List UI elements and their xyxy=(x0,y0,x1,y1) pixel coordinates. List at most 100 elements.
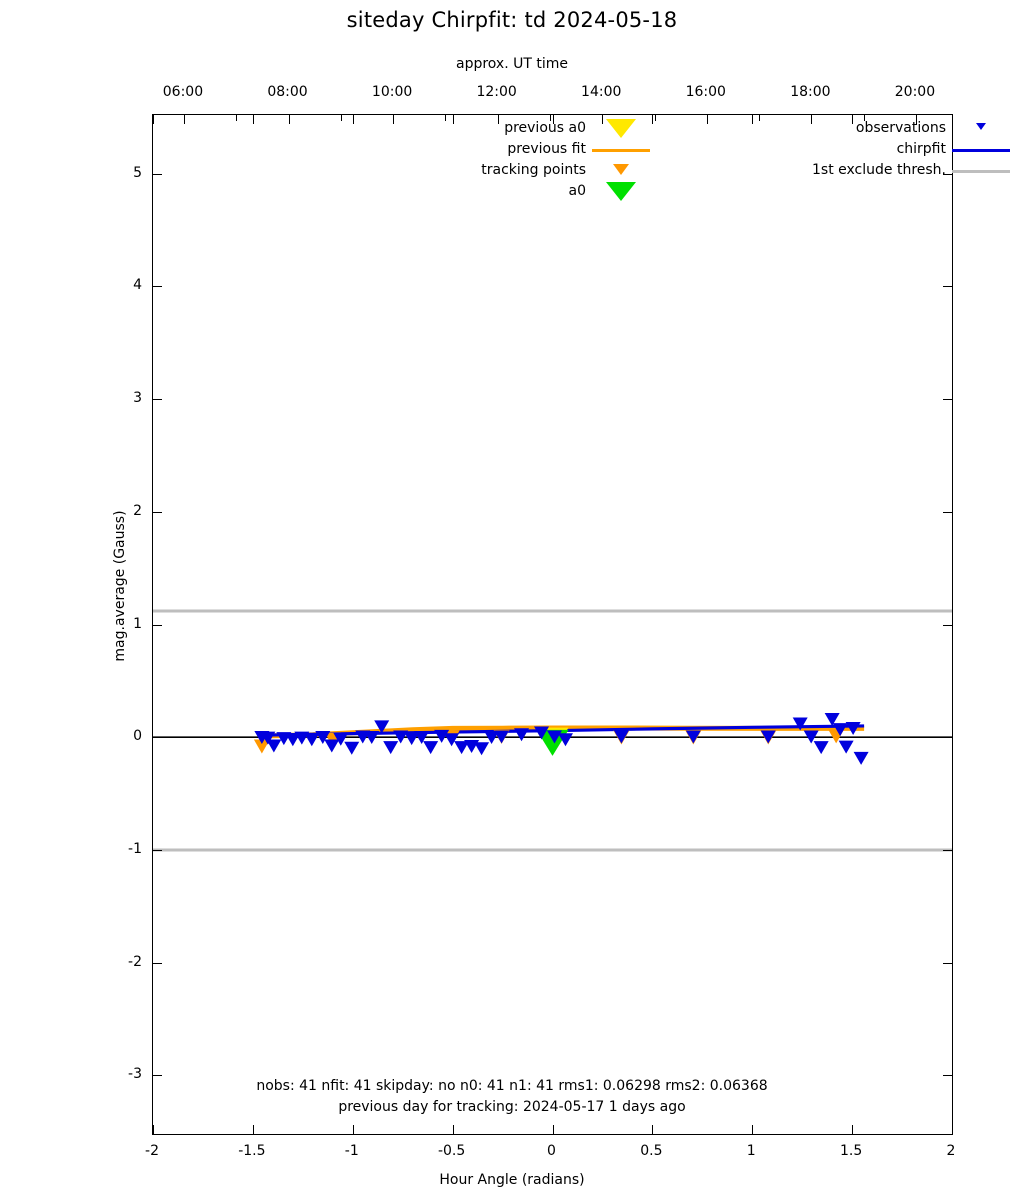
legend-label: 1st exclude thresh. xyxy=(812,162,946,178)
y-axis-label: mag.average (Gauss) xyxy=(112,510,128,662)
observation-point xyxy=(304,733,320,747)
top-hour-tick-major-0 xyxy=(183,115,185,124)
observation-point xyxy=(324,739,340,753)
y-tick-right-1 xyxy=(943,286,952,288)
observation-point xyxy=(760,730,776,744)
legend-label: a0 xyxy=(568,183,587,199)
legend-triangle-swatch xyxy=(606,119,636,138)
legend-item: tracking points xyxy=(152,160,953,181)
y-tick-label-8: -3 xyxy=(128,1066,142,1083)
x-tick-major-1 xyxy=(252,1125,254,1134)
legend-marker xyxy=(590,139,652,160)
plot-graphics xyxy=(153,609,952,852)
observation-point xyxy=(315,731,331,745)
top-tick-label-3: 12:00 xyxy=(476,84,517,100)
top-hour-tick-minor-4 xyxy=(654,115,656,121)
top-tick-label-6: 18:00 xyxy=(790,84,831,100)
observation-point xyxy=(534,726,550,740)
stats-line-1: nobs: 41 nfit: 41 skipday: no n0: 41 n1:… xyxy=(256,1078,768,1094)
y-tick-right-5 xyxy=(943,737,952,739)
x-tick-major-3 xyxy=(452,1125,454,1134)
legend-item: 1st exclude thresh. xyxy=(152,160,1010,181)
top-tick-0 xyxy=(153,115,154,124)
observation-point xyxy=(374,720,390,734)
x-tick-label-1: -1.5 xyxy=(238,1143,266,1159)
observation-point xyxy=(444,733,460,747)
top-tick-label-7: 20:00 xyxy=(894,84,936,100)
top-hour-tick-major-7 xyxy=(915,115,917,124)
observation-point xyxy=(285,733,301,747)
top-tick-2 xyxy=(352,115,354,124)
observation-point xyxy=(613,730,629,744)
y-tick-right-8 xyxy=(943,1075,952,1077)
observation-point xyxy=(423,741,439,755)
legend-triangle-swatch xyxy=(613,164,629,175)
observation-point xyxy=(383,741,399,755)
observation-point xyxy=(853,751,869,765)
legend-line-swatch xyxy=(952,149,1010,152)
observation-point xyxy=(344,741,360,755)
top-hour-tick-major-5 xyxy=(706,115,708,124)
stats-line-2: previous day for tracking: 2024-05-17 1 … xyxy=(338,1099,686,1115)
observation-point xyxy=(824,712,840,726)
legend-marker xyxy=(950,139,1012,160)
x-tick-label-8: 2 xyxy=(946,1143,956,1159)
legend-label: chirpfit xyxy=(896,141,946,157)
top-tick-label-2: 10:00 xyxy=(371,84,413,100)
top-tick-label-1: 08:00 xyxy=(267,84,308,100)
y-tick-label-2: 3 xyxy=(133,390,142,407)
top-tick-label-5: 16:00 xyxy=(685,84,726,100)
y-tick-right-0 xyxy=(943,173,952,175)
legend-label: tracking points xyxy=(481,162,586,178)
top-axis-label: approx. UT time xyxy=(456,56,568,72)
y-tick-label-6: -1 xyxy=(128,840,142,857)
observation-point xyxy=(260,731,276,745)
x-tick-major-5 xyxy=(652,1125,654,1134)
y-tick-left-5 xyxy=(153,737,162,739)
observation-point xyxy=(404,732,420,746)
tracking-point xyxy=(253,739,270,754)
observation-point xyxy=(514,728,530,742)
x-tick-label-3: -0.5 xyxy=(437,1143,466,1159)
y-tick-left-0 xyxy=(153,173,162,175)
top-tick-1 xyxy=(252,115,254,124)
y-tick-label-4: 1 xyxy=(133,615,142,632)
y-tick-label-3: 2 xyxy=(133,502,142,519)
legend-triangle-swatch xyxy=(606,182,636,201)
observation-point xyxy=(557,733,573,747)
top-hour-tick-major-6 xyxy=(811,115,813,124)
y-tick-label-5: 0 xyxy=(133,728,142,745)
top-hour-tick-minor-0 xyxy=(236,115,238,121)
y-tick-left-4 xyxy=(153,624,162,626)
legend-label: previous fit xyxy=(507,141,586,157)
legend-item: a0 xyxy=(152,181,953,202)
observation-point xyxy=(803,730,819,744)
legend-triangle-swatch xyxy=(976,123,986,130)
legend-label: observations xyxy=(855,120,946,136)
observation-point xyxy=(845,722,861,736)
observation-point xyxy=(832,723,848,737)
top-hour-tick-minor-1 xyxy=(340,115,342,121)
observation-point xyxy=(813,741,829,755)
observation-point xyxy=(474,742,490,756)
y-tick-left-8 xyxy=(153,1075,162,1077)
observation-point xyxy=(685,730,701,744)
top-tick-4 xyxy=(552,115,554,124)
top-hour-tick-minor-5 xyxy=(759,115,761,121)
x-tick-label-2: -1 xyxy=(344,1143,359,1159)
legend-item: previous fit xyxy=(152,139,953,160)
legend-item: observations xyxy=(152,118,986,139)
legend-line-swatch xyxy=(952,170,1010,173)
top-tick-8 xyxy=(952,115,953,124)
x-tick-major-7 xyxy=(852,1125,854,1134)
top-hour-tick-major-3 xyxy=(497,115,499,124)
observation-point xyxy=(484,731,500,745)
legend-item: chirpfit xyxy=(152,139,1010,160)
observation-point xyxy=(266,739,282,753)
y-tick-label-0: 5 xyxy=(133,164,142,181)
legend-marker xyxy=(950,118,1012,139)
legend-marker xyxy=(590,118,652,139)
x-axis-label: Hour Angle (radians) xyxy=(439,1172,585,1188)
observation-point xyxy=(364,731,380,745)
